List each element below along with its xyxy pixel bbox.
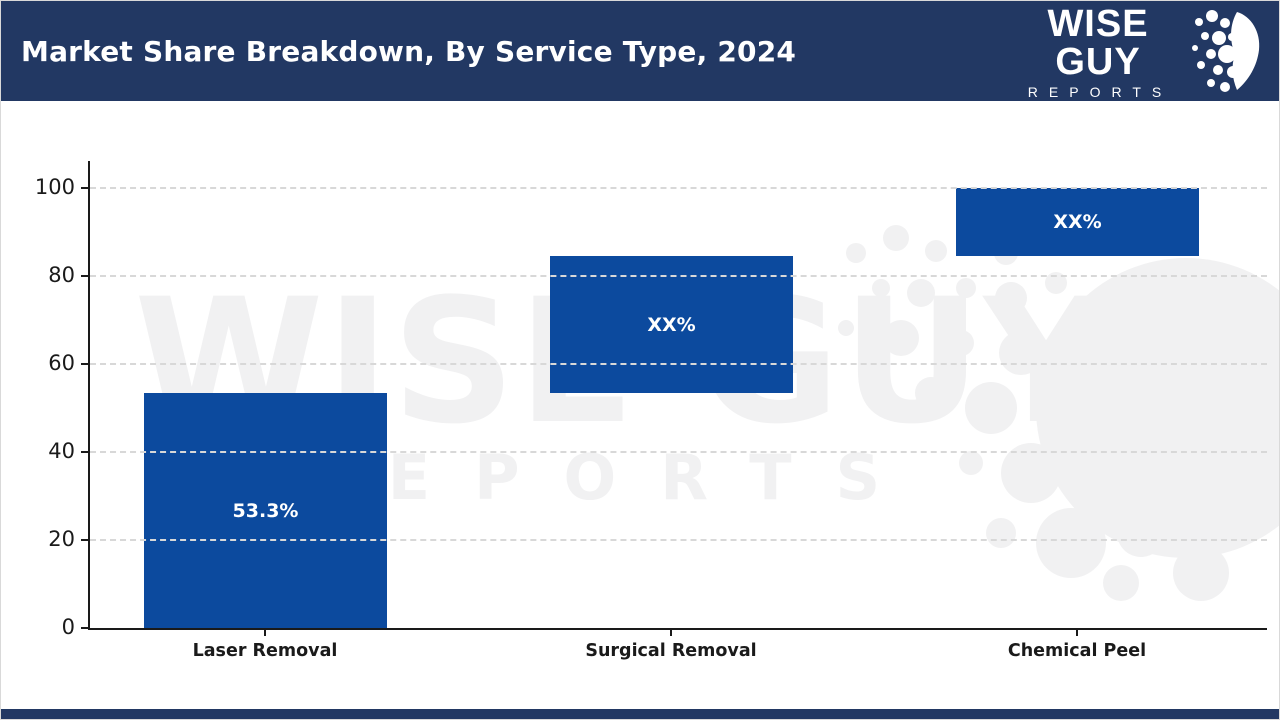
- y-tick-label-80: 80: [48, 262, 75, 287]
- x-category-label: Surgical Removal: [585, 641, 757, 661]
- bar-value-label: 53.3%: [232, 499, 299, 522]
- y-tick-40: [81, 450, 88, 453]
- x-axis-line: [88, 628, 1267, 630]
- logo-text: WISE GUY REPORTS: [1013, 5, 1183, 100]
- x-tick-1: [264, 630, 266, 636]
- y-tick-60: [81, 362, 88, 365]
- y-tick-80: [81, 274, 88, 277]
- header-bar: Market Share Breakdown, By Service Type,…: [1, 1, 1279, 101]
- logo-face-icon: [1192, 10, 1260, 92]
- watermark-subtext: REPORTS: [296, 441, 925, 514]
- y-axis-line: [88, 161, 90, 630]
- y-tick-20: [81, 538, 88, 541]
- y-tick-label-60: 60: [48, 350, 75, 375]
- bar-value-label: XX%: [1053, 211, 1102, 233]
- bar-laser-removal: 53.3%: [144, 393, 387, 628]
- footer-bar: [1, 709, 1279, 719]
- logo-subtext: REPORTS: [1027, 83, 1173, 100]
- x-tick-3: [1076, 630, 1078, 636]
- logo-wordmark: WISE GUY: [1047, 2, 1149, 83]
- x-category-label: Laser Removal: [192, 641, 338, 661]
- bar-surgical-removal: XX%: [550, 256, 793, 393]
- x-tick-2: [670, 630, 672, 636]
- wise-guy-reports-logo: WISE GUY REPORTS: [1013, 5, 1263, 100]
- bar-chemical-peel: XX%: [956, 188, 1199, 256]
- bar-value-label: XX%: [647, 313, 696, 336]
- y-tick-label-20: 20: [48, 526, 75, 551]
- x-category-label: Chemical Peel: [1007, 641, 1147, 661]
- y-tick-label-0: 0: [61, 615, 75, 639]
- y-tick-label-100: 100: [34, 174, 75, 199]
- y-tick-label-40: 40: [48, 438, 75, 463]
- watermark-head-icon: [838, 225, 1279, 601]
- page-title: Market Share Breakdown, By Service Type,…: [21, 34, 797, 68]
- y-tick-0: [81, 627, 88, 629]
- y-tick-100: [81, 186, 88, 189]
